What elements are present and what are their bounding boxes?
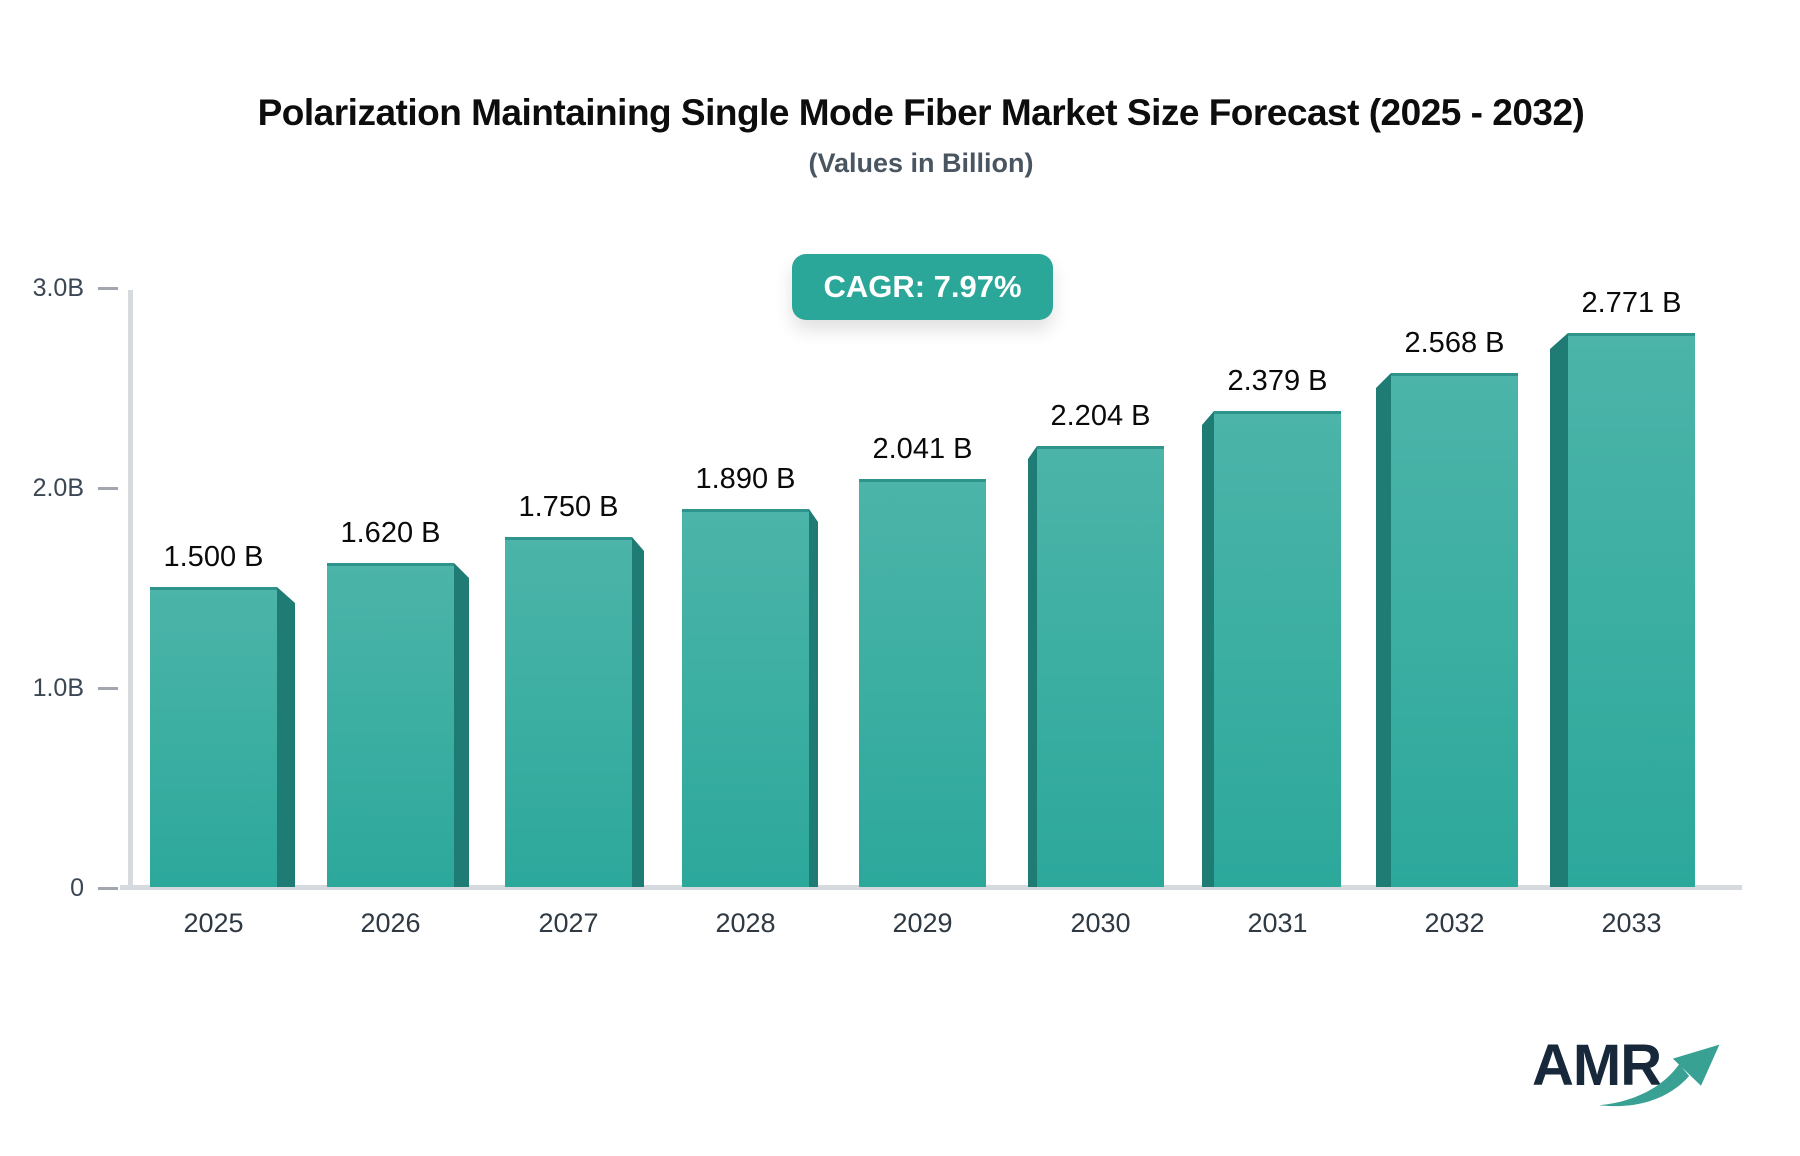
cagr-badge: CAGR: 7.97% <box>792 254 1053 320</box>
x-label-2030: 2030 <box>1070 908 1131 938</box>
bar-2026 <box>327 563 454 887</box>
chart-subtitle: (Values in Billion) <box>808 148 1034 178</box>
x-label-2025: 2025 <box>183 908 244 938</box>
x-label-2026: 2026 <box>360 908 421 938</box>
bar-value-2026: 1.620 B <box>340 517 441 549</box>
bar-2027 <box>505 537 632 887</box>
x-axis-line <box>120 885 1742 890</box>
bar-value-2032: 2.568 B <box>1404 327 1505 359</box>
bar-side-2027 <box>632 537 644 887</box>
bar-2030 <box>1037 446 1164 887</box>
bar-side-2031 <box>1202 411 1214 887</box>
bar-side-2030 <box>1028 446 1037 887</box>
x-label-2033: 2033 <box>1601 908 1662 938</box>
chart-title: Polarization Maintaining Single Mode Fib… <box>257 92 1585 133</box>
bar-value-2028: 1.890 B <box>695 463 796 495</box>
y-tick-dash-3.0B <box>98 287 118 290</box>
bar-side-2032 <box>1376 373 1391 887</box>
bar-2028 <box>682 509 809 887</box>
x-label-2031: 2031 <box>1247 908 1308 938</box>
x-label-2032: 2032 <box>1424 908 1485 938</box>
x-label-2028: 2028 <box>715 908 776 938</box>
bar-2031 <box>1214 411 1341 887</box>
bar-value-2025: 1.500 B <box>163 541 264 573</box>
cagr-badge-label: CAGR: 7.97% <box>823 269 1022 304</box>
amr-logo-text: AMR <box>1532 1033 1662 1098</box>
bar-side-2025 <box>277 587 295 887</box>
growth-arrow-icon <box>1599 1044 1720 1107</box>
bar-value-2027: 1.750 B <box>518 491 619 523</box>
bar-value-2031: 2.379 B <box>1227 365 1328 397</box>
bar-value-2029: 2.041 B <box>872 433 973 465</box>
bar-2029 <box>859 479 986 887</box>
y-axis-line <box>128 290 133 889</box>
y-tick-label-0: 0 <box>70 874 84 902</box>
y-tick-dash-2.0B <box>98 487 118 490</box>
bar-value-2030: 2.204 B <box>1050 400 1151 432</box>
bar-2032 <box>1391 373 1518 887</box>
bar-2033 <box>1568 333 1695 887</box>
bar-value-2033: 2.771 B <box>1581 287 1682 319</box>
y-tick-label-3.0B: 3.0B <box>32 274 84 302</box>
bar-side-2026 <box>454 563 469 887</box>
bar-2025 <box>150 587 277 887</box>
y-tick-label-2.0B: 2.0B <box>32 474 84 502</box>
y-tick-dash-0 <box>98 887 118 890</box>
x-label-2029: 2029 <box>892 908 953 938</box>
bar-side-2028 <box>809 509 818 887</box>
y-tick-label-1.0B: 1.0B <box>32 674 84 702</box>
x-label-2027: 2027 <box>538 908 599 938</box>
bar-side-2033 <box>1550 333 1568 887</box>
y-tick-dash-1.0B <box>98 687 118 690</box>
